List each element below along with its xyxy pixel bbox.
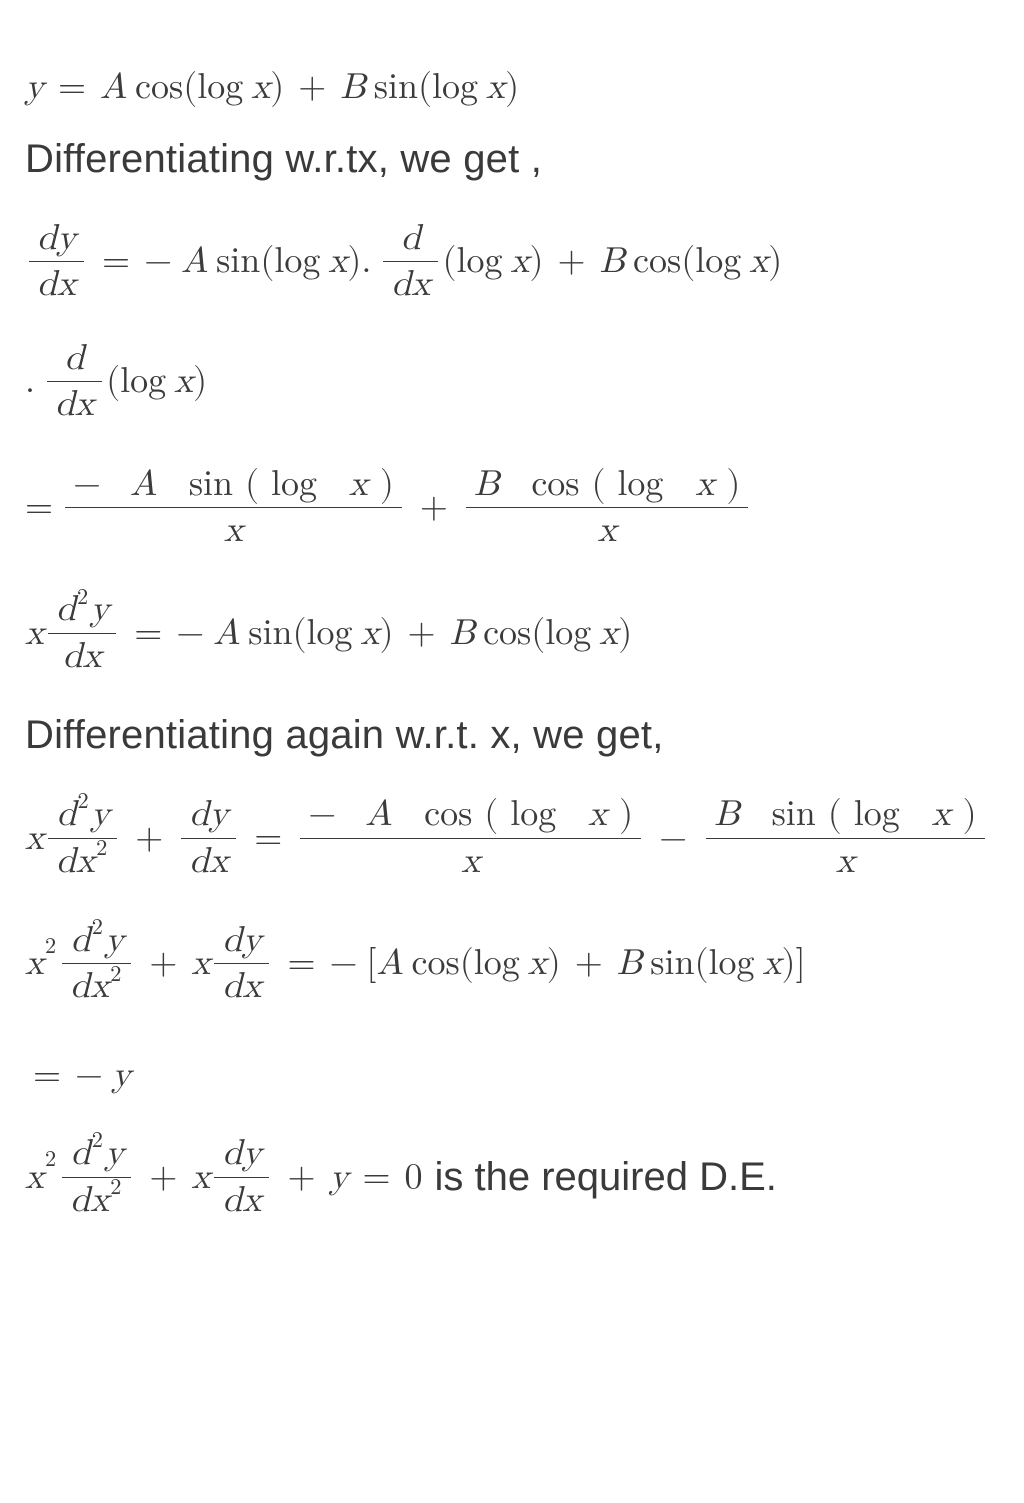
equation-2: dy dx = − A sin ( log x ) . d dx ( log x…: [25, 216, 999, 308]
op-minus: −: [144, 240, 173, 283]
equation-4: x d2y dx = − A sin ( log x ) + B cos ( l…: [25, 587, 999, 679]
zero: 0: [405, 1156, 423, 1199]
frac-d-dx: d dx: [383, 216, 438, 308]
fn-log: log: [432, 66, 478, 109]
equation-7: = − y: [25, 1044, 999, 1098]
frac-dy-dx: dy dx: [29, 216, 84, 308]
lp: (: [183, 66, 197, 109]
var-x: x: [251, 66, 270, 109]
op-plus: +: [298, 66, 326, 109]
frac-d2y-dx2: d2y dx2: [48, 792, 117, 884]
frac-d2y-dx2-c: d2y dx2: [62, 1131, 131, 1223]
equation-1: y = A cos ( log x ) + B sin ( log x ): [25, 66, 999, 109]
fn-cos: cos: [135, 66, 183, 109]
equation-8-row: x2 d2y dx2 + x dy dx + y = 0 is the requ…: [25, 1131, 999, 1223]
prose-line-1: Differentiating w.r.tx, we get ,: [25, 137, 999, 182]
frac-d2y-dx2-b: d2y dx2: [62, 918, 131, 1010]
dot: .: [361, 240, 371, 283]
frac-term-1: − A sin ( log x ) x: [65, 462, 402, 554]
op-eq: =: [58, 66, 86, 109]
frac-term-2: B cos ( log x ) x: [466, 462, 748, 554]
equation-8: x2 d2y dx2 + x dy dx + y = 0: [25, 1131, 423, 1223]
final-prose: is the required D.E.: [435, 1155, 777, 1200]
frac-d2y-dx: d2y dx: [48, 587, 116, 679]
rp: ): [505, 66, 519, 109]
frac-dy-dx-3: dy dx: [214, 918, 269, 1010]
var-x: x: [486, 66, 505, 109]
frac-dy-dx-2: dy dx: [181, 792, 236, 884]
var-y: y: [25, 66, 44, 109]
frac-term-3: − A cos ( log x ) x: [300, 792, 641, 884]
lbracket: [: [366, 942, 376, 985]
frac-d-dx-2: d dx: [47, 336, 102, 428]
rbracket: ]: [796, 942, 806, 985]
frac-term-4: B sin ( log x ) x: [706, 792, 984, 884]
fn-sin: sin: [374, 66, 418, 109]
prose-line-2: Differentiating again w.r.t. x, we get,: [25, 713, 999, 758]
coef-A: A: [100, 66, 127, 109]
fn-log: log: [197, 66, 243, 109]
equation-5: x d2y dx2 + dy dx = − A cos: [25, 792, 999, 884]
equation-6: x2 d2y dx2 + x dy dx = − [ A cos ( log: [25, 918, 999, 1010]
frac-dy-dx-4: dy dx: [214, 1131, 269, 1223]
equation-2-cont: . d dx ( log x ): [25, 336, 999, 428]
lp: (: [418, 66, 432, 109]
coef-B: B: [340, 66, 366, 109]
equation-3: = − A sin ( log x ) x + B: [25, 462, 999, 554]
rp: ): [270, 66, 284, 109]
